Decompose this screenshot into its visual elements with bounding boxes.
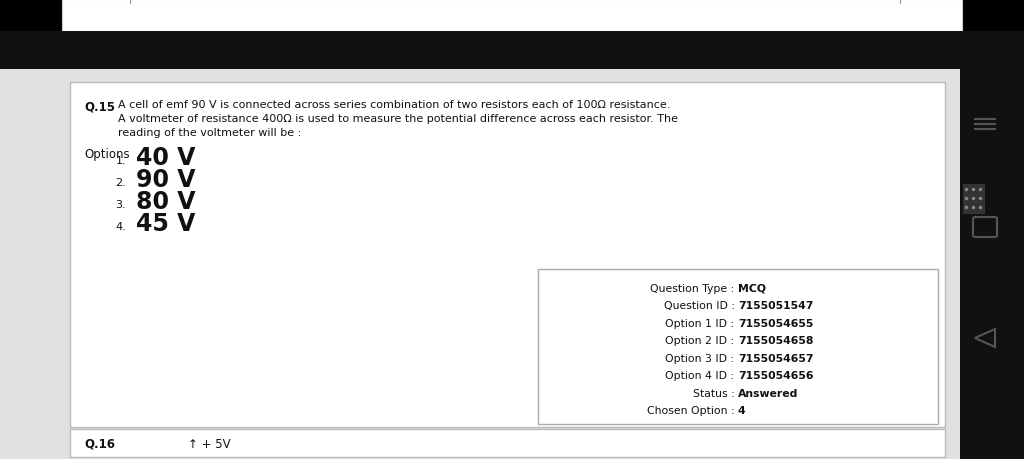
Text: A cell of emf 90 V is connected across series combination of two resistors each : A cell of emf 90 V is connected across s… xyxy=(118,100,671,110)
Text: Q.15: Q.15 xyxy=(84,100,115,113)
Text: 7155051547: 7155051547 xyxy=(738,301,813,311)
Text: Answered: Answered xyxy=(738,388,799,398)
FancyBboxPatch shape xyxy=(62,0,962,32)
Text: 3.: 3. xyxy=(116,200,126,210)
Text: 80 V: 80 V xyxy=(136,190,196,213)
FancyBboxPatch shape xyxy=(0,32,1024,70)
FancyBboxPatch shape xyxy=(70,429,945,457)
Text: Option 4 ID :: Option 4 ID : xyxy=(666,371,738,381)
Text: ↑ + 5V: ↑ + 5V xyxy=(188,437,230,450)
Text: 4: 4 xyxy=(738,406,745,415)
Text: Question ID :: Question ID : xyxy=(664,301,738,311)
Text: 90 V: 90 V xyxy=(136,168,196,191)
Text: 7155054658: 7155054658 xyxy=(738,336,813,346)
FancyBboxPatch shape xyxy=(963,185,985,214)
Text: Option 1 ID :: Option 1 ID : xyxy=(666,318,738,328)
Text: 4.: 4. xyxy=(116,222,126,231)
Text: Option 2 ID :: Option 2 ID : xyxy=(666,336,738,346)
Text: Q.16: Q.16 xyxy=(84,437,115,450)
Text: 45 V: 45 V xyxy=(136,212,196,235)
FancyBboxPatch shape xyxy=(70,83,945,427)
Text: reading of the voltmeter will be :: reading of the voltmeter will be : xyxy=(118,128,301,138)
Text: 2.: 2. xyxy=(116,178,126,188)
Text: Status :: Status : xyxy=(693,388,738,398)
Text: 7155054656: 7155054656 xyxy=(738,371,813,381)
Text: 7155054655: 7155054655 xyxy=(738,318,813,328)
Text: A voltmeter of resistance 400Ω is used to measure the potential difference acros: A voltmeter of resistance 400Ω is used t… xyxy=(118,114,678,124)
Text: 1.: 1. xyxy=(116,156,126,166)
Text: Options: Options xyxy=(84,148,130,161)
Text: Option 3 ID :: Option 3 ID : xyxy=(666,353,738,363)
Text: Question Type :: Question Type : xyxy=(650,283,738,293)
FancyBboxPatch shape xyxy=(538,269,938,424)
Text: 7155054657: 7155054657 xyxy=(738,353,813,363)
FancyBboxPatch shape xyxy=(0,70,961,459)
Text: MCQ: MCQ xyxy=(738,283,766,293)
Text: Chosen Option :: Chosen Option : xyxy=(647,406,738,415)
Text: 40 V: 40 V xyxy=(136,146,196,170)
FancyBboxPatch shape xyxy=(961,70,1024,459)
